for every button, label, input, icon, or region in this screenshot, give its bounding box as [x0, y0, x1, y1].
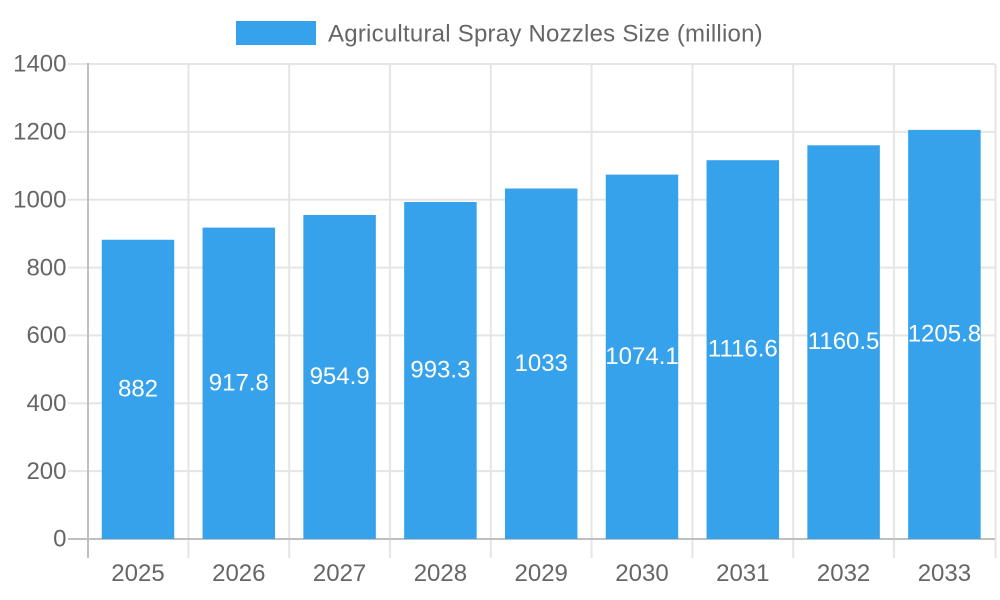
- svg-text:1000: 1000: [13, 186, 66, 213]
- svg-text:2028: 2028: [414, 560, 467, 587]
- svg-text:2031: 2031: [716, 560, 769, 587]
- svg-text:2025: 2025: [111, 560, 164, 587]
- svg-text:800: 800: [26, 254, 66, 281]
- svg-text:1074.1: 1074.1: [605, 343, 678, 370]
- svg-text:200: 200: [26, 458, 66, 485]
- svg-text:1160.5: 1160.5: [808, 328, 880, 355]
- svg-text:993.3: 993.3: [410, 357, 470, 384]
- svg-text:2032: 2032: [817, 560, 870, 587]
- svg-text:882: 882: [118, 375, 158, 402]
- svg-text:0: 0: [53, 526, 66, 553]
- svg-text:1205.8: 1205.8: [908, 321, 981, 348]
- svg-text:400: 400: [26, 390, 66, 417]
- svg-text:600: 600: [26, 322, 66, 349]
- svg-text:1200: 1200: [13, 119, 66, 146]
- svg-text:2033: 2033: [918, 560, 971, 587]
- svg-text:1116.6: 1116.6: [708, 336, 778, 363]
- svg-text:2026: 2026: [212, 560, 265, 587]
- svg-text:917.8: 917.8: [209, 369, 269, 396]
- svg-text:1400: 1400: [13, 51, 66, 78]
- svg-text:2030: 2030: [615, 560, 668, 587]
- svg-text:2029: 2029: [515, 560, 568, 587]
- svg-text:2027: 2027: [313, 560, 366, 587]
- svg-text:954.9: 954.9: [310, 363, 370, 390]
- svg-text:Agricultural Spray Nozzles Siz: Agricultural Spray Nozzles Size (million…: [328, 20, 763, 47]
- svg-text:1033: 1033: [515, 350, 568, 377]
